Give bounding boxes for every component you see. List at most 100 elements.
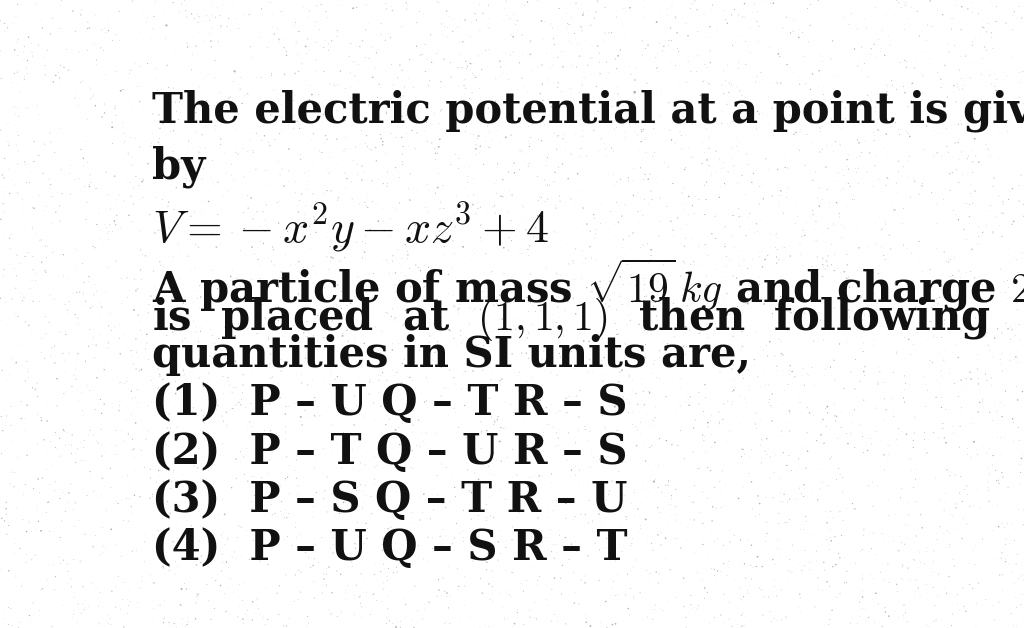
- Point: [336, 203, 352, 214]
- Point: [357, 490, 374, 500]
- Point: [39, 449, 55, 459]
- Point: [74, 76, 90, 86]
- Point: [803, 118, 819, 128]
- Point: [610, 447, 627, 457]
- Point: [51, 327, 68, 337]
- Point: [162, 423, 178, 433]
- Point: [593, 134, 609, 144]
- Point: [536, 346, 552, 356]
- Point: [991, 316, 1008, 326]
- Point: [427, 347, 443, 357]
- Point: [296, 328, 312, 338]
- Point: [591, 454, 607, 464]
- Point: [844, 580, 860, 590]
- Point: [115, 580, 131, 590]
- Point: [528, 198, 545, 208]
- Point: [165, 537, 181, 547]
- Point: [239, 333, 255, 344]
- Point: [398, 106, 415, 116]
- Point: [350, 345, 367, 355]
- Point: [304, 346, 321, 356]
- Point: [881, 611, 897, 621]
- Point: [778, 515, 795, 525]
- Point: [794, 231, 810, 241]
- Point: [34, 473, 50, 483]
- Point: [676, 256, 692, 266]
- Point: [166, 204, 182, 214]
- Point: [592, 311, 608, 322]
- Point: [984, 352, 1000, 362]
- Point: [515, 215, 531, 225]
- Point: [594, 507, 610, 517]
- Point: [790, 144, 806, 154]
- Point: [119, 372, 135, 382]
- Point: [87, 429, 103, 439]
- Point: [856, 311, 872, 321]
- Point: [550, 162, 566, 172]
- Point: [595, 296, 611, 306]
- Point: [469, 133, 485, 143]
- Point: [959, 598, 976, 609]
- Point: [173, 65, 189, 75]
- Point: [123, 345, 139, 355]
- Point: [200, 498, 216, 508]
- Point: [468, 150, 484, 160]
- Point: [749, 124, 765, 134]
- Point: [221, 93, 238, 103]
- Point: [582, 242, 598, 252]
- Point: [487, 96, 504, 106]
- Point: [637, 170, 653, 180]
- Point: [981, 408, 997, 418]
- Point: [103, 483, 120, 493]
- Point: [61, 348, 78, 358]
- Point: [623, 244, 639, 254]
- Point: [908, 327, 925, 337]
- Point: [841, 547, 857, 557]
- Point: [441, 365, 458, 375]
- Point: [308, 38, 325, 48]
- Point: [450, 22, 466, 32]
- Point: [46, 148, 62, 158]
- Point: [516, 20, 532, 30]
- Point: [220, 357, 237, 367]
- Point: [511, 106, 527, 116]
- Point: [484, 202, 501, 212]
- Point: [585, 323, 601, 333]
- Point: [193, 617, 209, 627]
- Point: [171, 97, 187, 107]
- Point: [790, 583, 806, 593]
- Point: [175, 453, 191, 463]
- Point: [0, 271, 12, 281]
- Point: [55, 425, 72, 435]
- Point: [1014, 589, 1024, 599]
- Point: [439, 266, 456, 276]
- Point: [156, 247, 172, 257]
- Point: [83, 66, 99, 76]
- Point: [897, 354, 913, 364]
- Point: [279, 50, 295, 60]
- Point: [97, 404, 114, 414]
- Point: [357, 24, 374, 35]
- Point: [667, 515, 683, 525]
- Point: [154, 195, 170, 205]
- Point: [236, 414, 252, 424]
- Point: [146, 282, 163, 292]
- Point: [226, 51, 243, 62]
- Point: [49, 124, 66, 134]
- Point: [390, 119, 407, 129]
- Point: [387, 293, 403, 303]
- Point: [817, 365, 834, 375]
- Point: [120, 148, 136, 158]
- Point: [1014, 68, 1024, 78]
- Point: [687, 415, 703, 425]
- Point: [761, 165, 777, 175]
- Point: [490, 337, 507, 347]
- Point: [714, 320, 730, 330]
- Point: [133, 55, 150, 65]
- Point: [397, 442, 414, 452]
- Point: [358, 393, 375, 403]
- Point: [525, 478, 542, 488]
- Point: [724, 622, 740, 628]
- Point: [907, 302, 924, 312]
- Point: [219, 95, 236, 105]
